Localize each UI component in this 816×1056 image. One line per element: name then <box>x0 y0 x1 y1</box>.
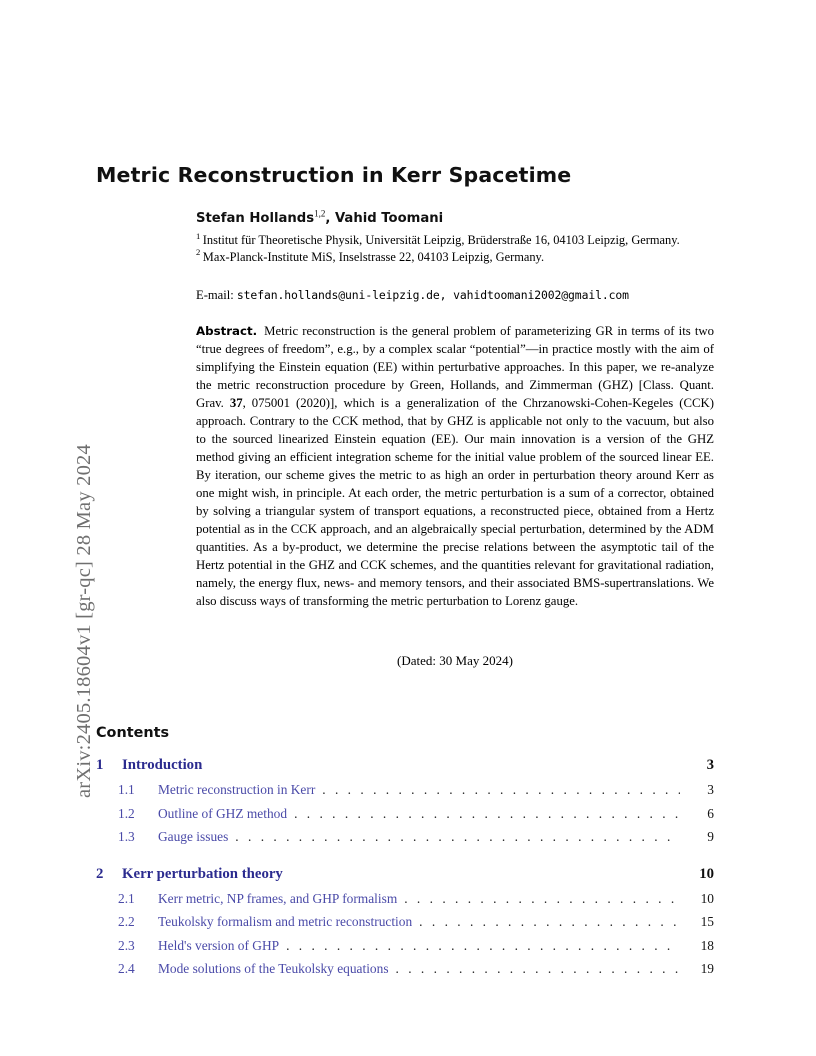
author-name-2: Vahid Toomani <box>334 211 444 226</box>
toc-label[interactable]: Outline of GHZ method <box>158 805 288 821</box>
toc-dot-leader: . . . . . . . . . . . . . . . . . . . . … <box>235 829 680 843</box>
affiliation-marker: 1 <box>196 230 201 241</box>
toc-label[interactable]: Kerr metric, NP frames, and GHP formalis… <box>158 890 398 906</box>
author-affiliation-marker-1: 1,2 <box>314 208 326 219</box>
affiliation-text: Max-Planck-Institute MiS, Inselstrasse 2… <box>202 249 545 264</box>
affiliation-item: 1 Institut für Theoretische Physik, Unive… <box>196 232 714 249</box>
toc-page-number: 10 <box>700 890 714 906</box>
toc-number: 1.1 <box>118 782 135 797</box>
toc-label[interactable]: Kerr perturbation theory <box>122 865 283 882</box>
email-addresses[interactable]: stefan.hollands@uni-leipzig.de, vahidtoo… <box>236 288 629 302</box>
toc-dot-leader: . . . . . . . . . . . . . . . . . . . . … <box>322 782 680 796</box>
toc-label[interactable]: Gauge issues <box>158 829 229 844</box>
email-label: E-mail: <box>196 288 237 302</box>
author-separator: , <box>325 211 335 226</box>
toc-entry-subsection[interactable]: 2.4 Mode solutions of the Teukolsky equa… <box>96 961 714 985</box>
abstract-journal-volume: 37 <box>229 396 243 411</box>
email-line: E-mail: stefan.hollands@uni-leipzig.de, … <box>196 288 714 303</box>
toc-entry-subsection[interactable]: 1.1 Metric reconstruction in Kerr . . . … <box>96 782 714 806</box>
toc-page-number: 6 <box>707 805 714 821</box>
toc-number: 1.2 <box>118 805 135 821</box>
abstract-block: Abstract. Metric reconstruction is the ge… <box>196 322 714 611</box>
toc-number: 1.3 <box>118 829 135 844</box>
toc-label[interactable]: Mode solutions of the Teukolsky equation… <box>158 961 389 976</box>
author-line: Stefan Hollands1,2, Vahid Toomani <box>196 208 714 226</box>
toc-label[interactable]: Introduction <box>122 757 203 773</box>
toc-label[interactable]: Metric reconstruction in Kerr <box>158 782 316 797</box>
toc-number: 2.2 <box>118 914 135 929</box>
toc-number: 2.3 <box>118 937 135 953</box>
toc-entry-section[interactable]: 1 Introduction . . . . . . . . . . . . .… <box>96 757 714 782</box>
toc-page-number: 9 <box>707 829 714 844</box>
toc-page-number: 3 <box>707 782 714 797</box>
affiliation-marker: 2 <box>196 247 201 258</box>
page-title: Metric Reconstruction in Kerr Spacetime <box>96 163 572 187</box>
toc-page-number: 15 <box>700 914 714 929</box>
affiliation-text: Institut für Theoretische Physik, Univer… <box>202 233 680 247</box>
toc-page-number: 10 <box>699 865 714 882</box>
toc-number: 2.1 <box>118 890 135 906</box>
toc-label[interactable]: Teukolsky formalism and metric reconstru… <box>158 914 413 929</box>
contents-heading: Contents <box>96 725 170 741</box>
toc-entry-subsection[interactable]: 1.3 Gauge issues . . . . . . . . . . . .… <box>96 829 714 853</box>
toc-dot-leader: . . . . . . . . . . . . . . . . . . . . … <box>404 890 680 904</box>
toc-number: 1 <box>96 757 104 773</box>
toc-entry-section[interactable]: 2 Kerr perturbation theory . . . . . . .… <box>96 866 714 891</box>
toc-page-number: 19 <box>700 961 714 976</box>
toc-entry-subsection[interactable]: 1.2 Outline of GHZ method . . . . . . . … <box>96 806 714 830</box>
abstract-text-part-1: Metric reconstruction is the general pro… <box>196 324 714 411</box>
toc-dot-leader: . . . . . . . . . . . . . . . . . . . . … <box>395 961 680 975</box>
affiliation-list: 1 Institut für Theoretische Physik, Unive… <box>196 232 714 265</box>
toc-label[interactable]: Held's version of GHP <box>158 937 280 953</box>
toc-page-number: 3 <box>706 757 714 773</box>
toc-entry-subsection[interactable]: 2.2 Teukolsky formalism and metric recon… <box>96 914 714 938</box>
toc-number: 2.4 <box>118 961 135 976</box>
abstract-text-part-2: , 075001 (2020)], which is a generalizat… <box>196 396 714 609</box>
toc-entry-subsection[interactable]: 2.1 Kerr metric, NP frames, and GHP form… <box>96 891 714 915</box>
toc-dot-leader: . . . . . . . . . . . . . . . . . . . . … <box>419 914 680 928</box>
table-of-contents: 1 Introduction . . . . . . . . . . . . .… <box>96 757 714 985</box>
toc-page-number: 18 <box>700 937 714 953</box>
abstract-label: Abstract. <box>196 324 258 338</box>
author-name-1: Stefan Hollands <box>196 211 315 226</box>
arxiv-stamp-text: arXiv:2405.18604v1 [gr-qc] 28 May 2024 <box>72 444 95 798</box>
toc-dot-leader: . . . . . . . . . . . . . . . . . . . . … <box>294 805 680 819</box>
toc-number: 2 <box>96 865 104 882</box>
toc-entry-subsection[interactable]: 2.3 Held's version of GHP . . . . . . . … <box>96 938 714 962</box>
dated-line: (Dated: 30 May 2024) <box>397 653 513 668</box>
affiliation-item: 2 Max-Planck-Institute MiS, Inselstrasse … <box>196 247 714 266</box>
toc-dot-leader: . . . . . . . . . . . . . . . . . . . . … <box>286 937 680 951</box>
